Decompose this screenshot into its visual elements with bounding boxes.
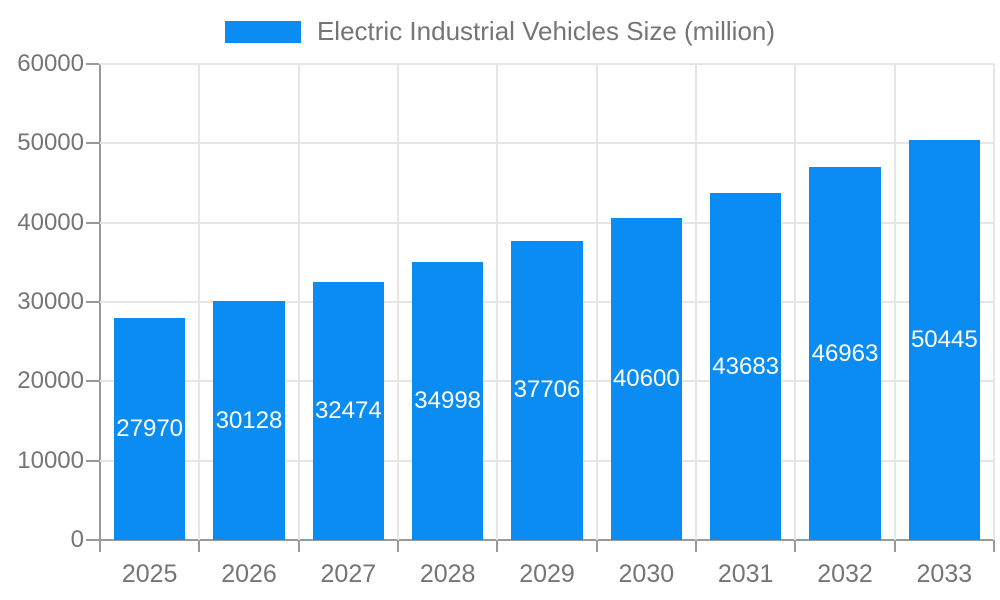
- v-gridline: [595, 64, 598, 540]
- x-tick-label: 2025: [121, 560, 178, 588]
- x-tick-label: 2031: [717, 560, 774, 588]
- legend: Electric Industrial Vehicles Size (milli…: [0, 16, 1000, 47]
- x-tick-mark: [297, 540, 300, 552]
- plot-area: 27970 30128 32474 34998 37706 40600 43683 46963…: [100, 63, 995, 540]
- v-gridline: [198, 64, 201, 540]
- x-tick-mark: [397, 540, 399, 552]
- y-tick-mark: [86, 63, 99, 65]
- x-tick-mark: [893, 540, 896, 552]
- bar[interactable]: 34998: [411, 262, 484, 540]
- y-tick-label: 60000: [17, 50, 84, 77]
- x-axis-line: [100, 539, 994, 541]
- y-tick-label: 20000: [17, 367, 84, 395]
- x-tick-label: 2033: [916, 560, 973, 588]
- x-tick-label: 2029: [519, 560, 575, 588]
- bar-value-label: 50445: [910, 325, 978, 353]
- x-tick-mark: [695, 540, 697, 552]
- bar[interactable]: 37706: [511, 240, 583, 540]
- y-tick-label: 30000: [17, 288, 84, 315]
- bar-value-label: 30128: [215, 406, 283, 434]
- x-tick-mark: [99, 540, 101, 552]
- bar-value-label: 27970: [116, 415, 184, 443]
- x-tick-label: 2028: [419, 560, 476, 588]
- legend-label: Electric Industrial Vehicles Size (milli…: [316, 16, 776, 46]
- y-tick-mark: [86, 380, 99, 383]
- x-tick-mark: [198, 540, 201, 552]
- y-tick-label: 50000: [17, 129, 84, 157]
- y-tick-mark: [86, 301, 99, 303]
- x-tick-mark: [794, 540, 797, 552]
- bar[interactable]: 40600: [610, 217, 683, 540]
- x-tick-mark: [595, 540, 598, 552]
- bar[interactable]: 50445: [908, 139, 981, 540]
- y-tick-mark: [86, 142, 99, 145]
- v-gridline: [695, 64, 697, 540]
- y-tick-label: 40000: [17, 208, 84, 236]
- v-gridline: [993, 64, 995, 540]
- x-tick-label: 2032: [817, 560, 873, 588]
- v-gridline: [893, 64, 896, 540]
- legend-item[interactable]: Electric Industrial Vehicles Size (milli…: [224, 16, 776, 47]
- v-gridline: [297, 64, 300, 540]
- bar[interactable]: 46963: [809, 167, 881, 540]
- bar-value-label: 43683: [712, 352, 780, 380]
- bar[interactable]: 27970: [113, 318, 186, 540]
- y-tick-label: 0: [70, 526, 84, 553]
- bar[interactable]: 32474: [312, 282, 385, 540]
- x-tick-label: 2027: [320, 560, 377, 588]
- h-gridline: [100, 142, 994, 145]
- v-gridline: [794, 64, 797, 540]
- bar-value-label: 46963: [811, 339, 879, 367]
- bar[interactable]: 43683: [709, 193, 782, 540]
- x-tick-label: 2026: [221, 560, 277, 588]
- h-gridline: [100, 63, 994, 65]
- x-tick-mark: [993, 540, 995, 552]
- y-tick-mark: [86, 539, 99, 541]
- legend-swatch: [224, 20, 301, 43]
- v-gridline: [397, 64, 399, 540]
- bar-value-label: 40600: [612, 364, 680, 392]
- y-tick-mark: [86, 221, 99, 224]
- y-axis-line: [99, 64, 101, 552]
- x-tick-mark: [496, 540, 499, 552]
- h-gridline: [100, 221, 994, 224]
- bar-value-label: 37706: [513, 376, 581, 404]
- bar[interactable]: 30128: [213, 301, 285, 540]
- x-tick-label: 2030: [618, 560, 675, 588]
- bar-value-label: 34998: [414, 387, 482, 415]
- y-tick-mark: [86, 459, 99, 462]
- y-tick-label: 10000: [17, 446, 84, 474]
- bar-value-label: 32474: [314, 397, 382, 425]
- v-gridline: [496, 64, 499, 540]
